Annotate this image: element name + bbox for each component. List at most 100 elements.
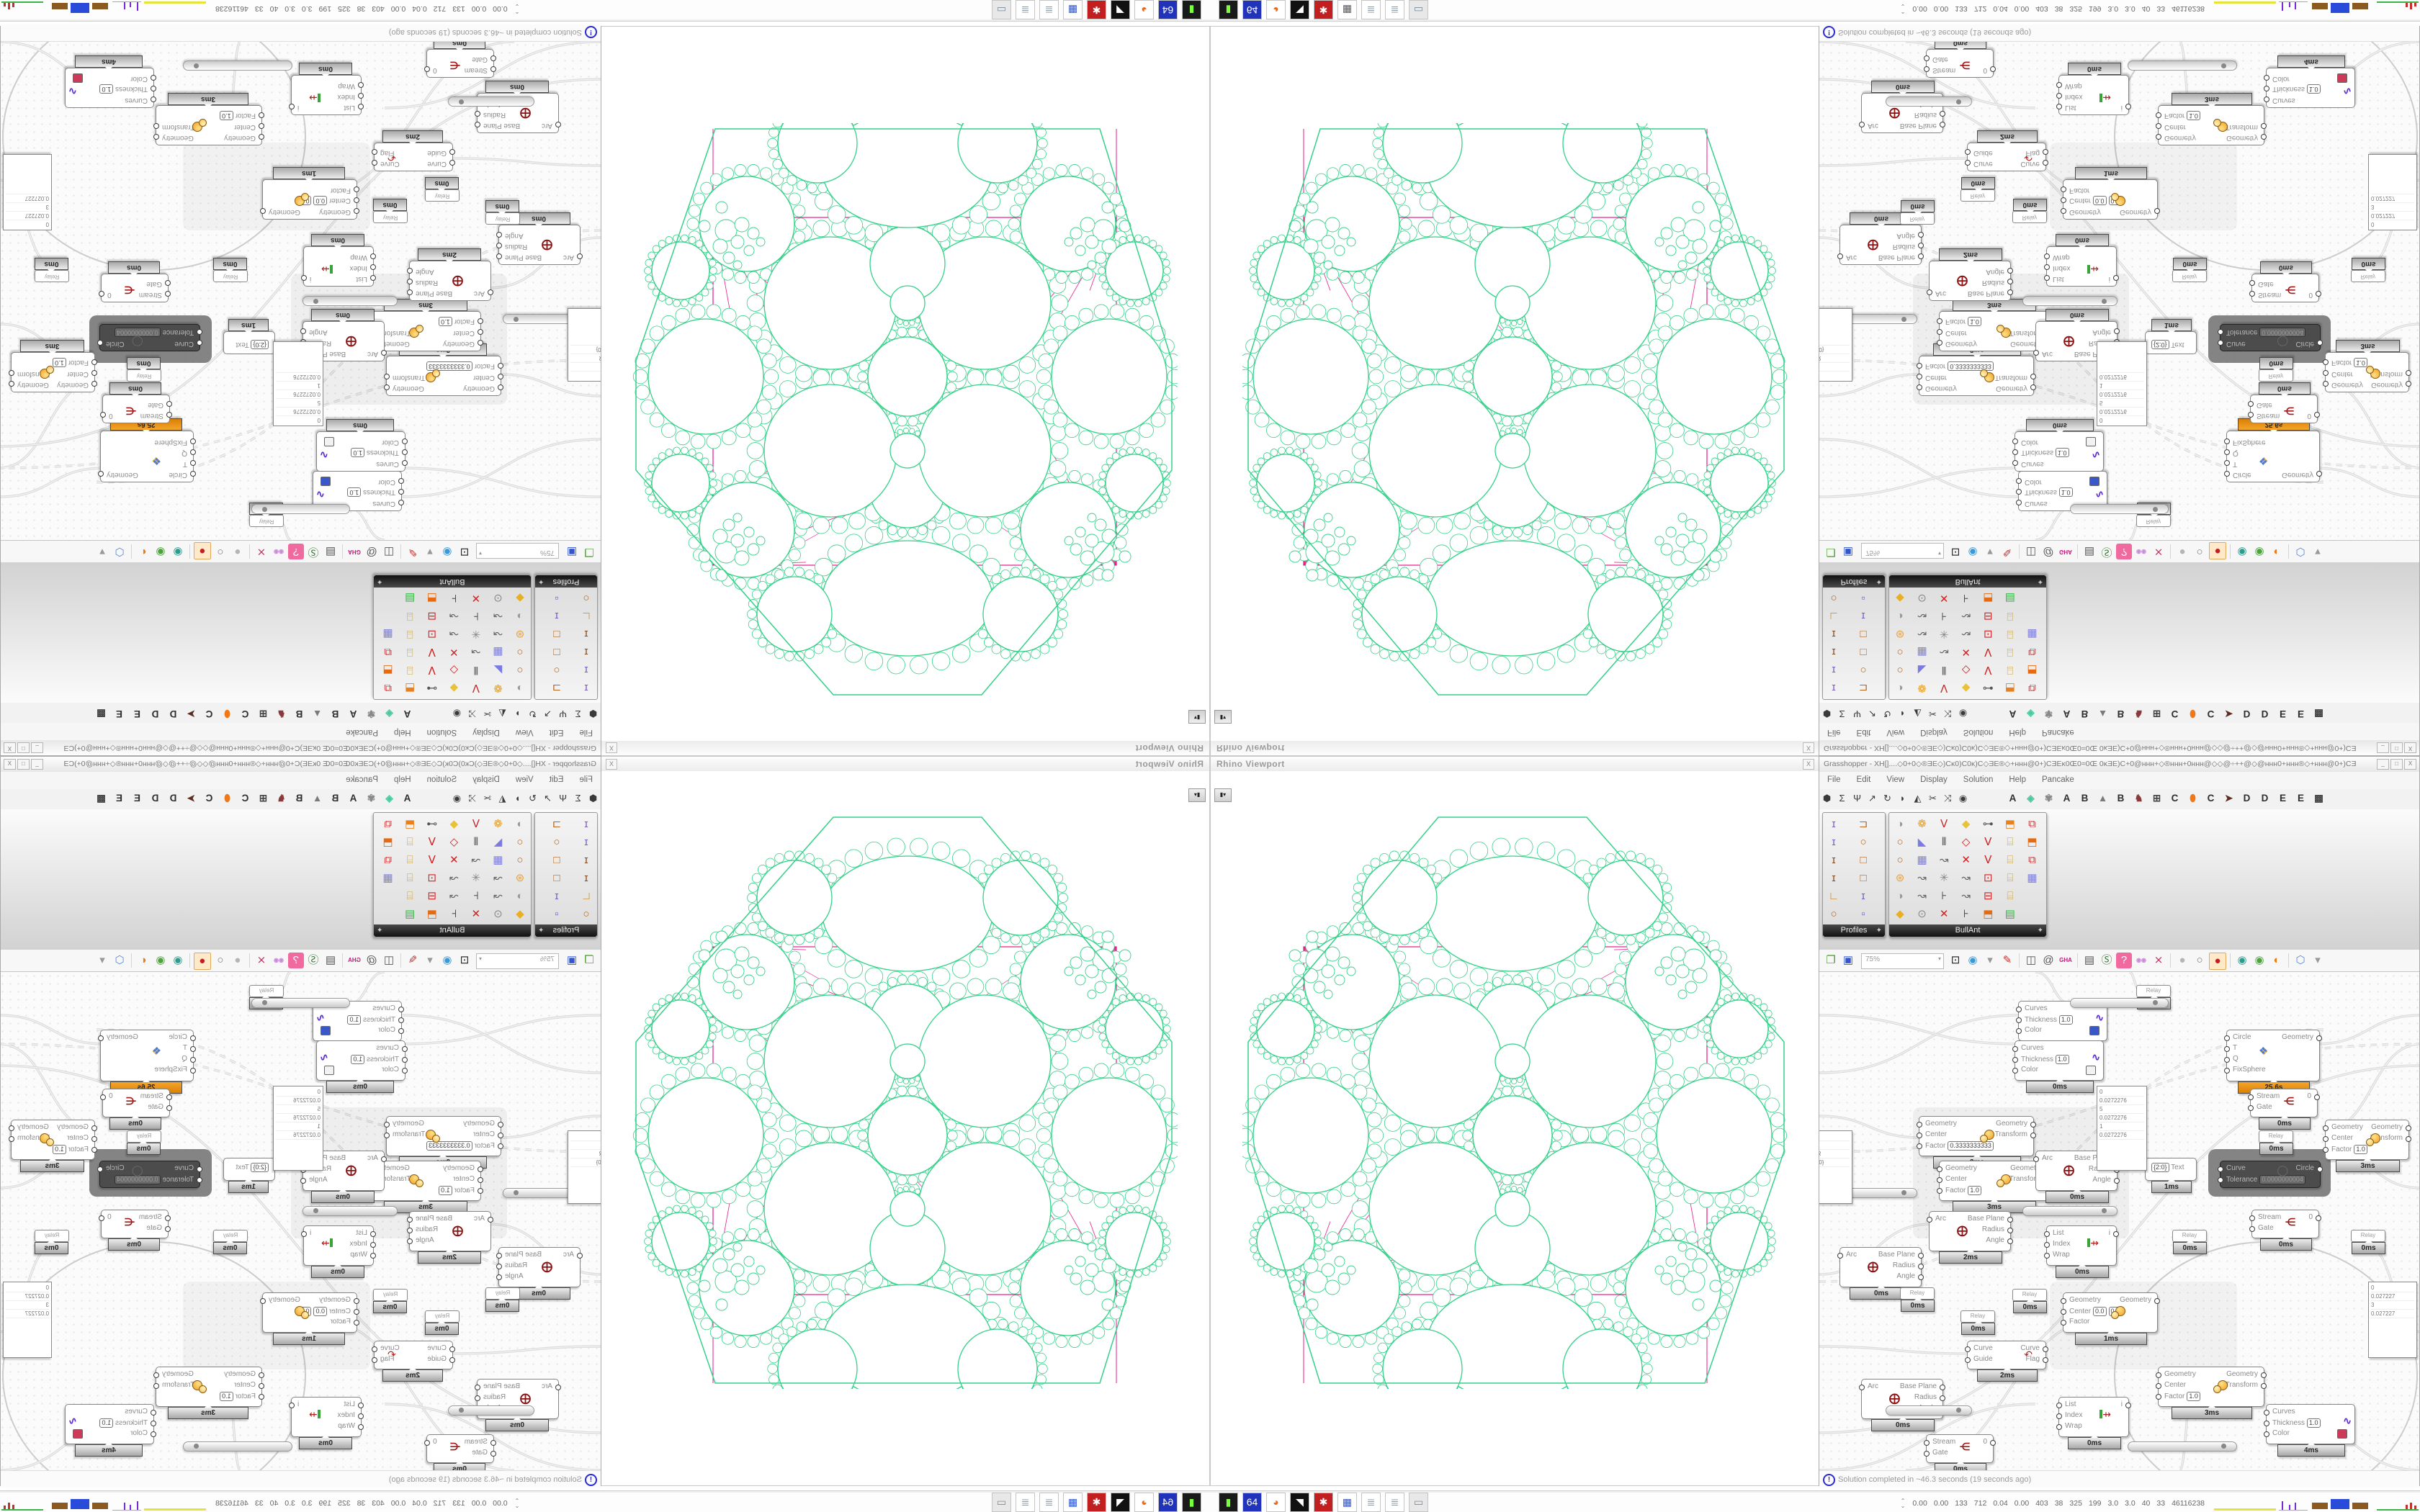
tab-plugin-12[interactable]: ➤ bbox=[2224, 708, 2233, 719]
component-icon[interactable]: ⌸ bbox=[2007, 836, 2014, 848]
component-icon[interactable]: ⬒ bbox=[1983, 908, 1994, 920]
component-icon[interactable]: ↝ bbox=[1961, 610, 1971, 622]
input-port[interactable] bbox=[488, 1217, 493, 1223]
input-port[interactable] bbox=[2012, 1046, 2018, 1052]
calculator-icon[interactable]: ▦ bbox=[1337, 1493, 1357, 1512]
tab-category-icon-7[interactable]: ✂ bbox=[1929, 708, 1937, 719]
component-icon[interactable]: ⧉ bbox=[2028, 682, 2036, 694]
output-port[interactable] bbox=[97, 1166, 103, 1172]
component-icon[interactable]: ⊦ bbox=[1963, 908, 1969, 920]
antivirus-icon[interactable]: ✱ bbox=[1314, 1493, 1333, 1512]
component-icon[interactable]: ⌸ bbox=[406, 628, 413, 640]
tab-plugin-2[interactable]: ✾ bbox=[367, 793, 376, 804]
preview-off-icon[interactable]: ● bbox=[2179, 546, 2186, 558]
floppy64-icon[interactable]: 64 bbox=[1158, 1493, 1178, 1512]
input-port[interactable] bbox=[2224, 1046, 2230, 1052]
color-swatch[interactable] bbox=[321, 1026, 331, 1035]
gh-component-flip[interactable]: Curve Guide Curve Flag ↶ 2ms bbox=[1965, 1341, 2048, 1382]
firefox-icon[interactable]: ◕ bbox=[1134, 0, 1154, 19]
input-port[interactable] bbox=[449, 1357, 455, 1363]
color-swatch[interactable] bbox=[2089, 1026, 2099, 1035]
rhino-viewport-titlebar[interactable]: Rhino Viewport X bbox=[601, 740, 1209, 755]
input-port[interactable] bbox=[2218, 340, 2223, 346]
component-icon[interactable]: ⫴ bbox=[473, 836, 479, 848]
input-port[interactable] bbox=[2044, 264, 2050, 270]
input-port[interactable] bbox=[2264, 96, 2269, 102]
component-icon[interactable]: ⊙ bbox=[1917, 592, 1927, 604]
input-port[interactable] bbox=[259, 112, 264, 118]
gh-component-gate[interactable]: Stream Gate 0 ⋲ 0ms bbox=[2249, 1210, 2321, 1251]
component-icon[interactable]: □ bbox=[553, 646, 560, 658]
input-port[interactable] bbox=[165, 1215, 171, 1221]
value-chip[interactable]: 1.0 bbox=[2354, 1145, 2367, 1154]
output-port[interactable] bbox=[475, 122, 480, 127]
preview-shaded-icon[interactable]: ● bbox=[2209, 953, 2226, 970]
tab-plugin-6[interactable]: B bbox=[2117, 708, 2125, 719]
component-icon[interactable]: ↝ bbox=[449, 628, 459, 640]
input-port[interactable] bbox=[354, 1309, 359, 1315]
number-slider[interactable] bbox=[1886, 1405, 1972, 1416]
close-icon[interactable]: X bbox=[4, 742, 16, 753]
panel-expand-icon[interactable]: ✦ bbox=[377, 927, 383, 935]
input-port[interactable] bbox=[449, 1346, 455, 1352]
color-swatch[interactable] bbox=[321, 477, 331, 486]
component-icon[interactable]: ▤ bbox=[2004, 592, 2015, 604]
component-icon[interactable]: ✕ bbox=[471, 592, 481, 604]
gh-component-text[interactable]: {2:0} Text 1ms bbox=[223, 1158, 275, 1193]
component-icon[interactable]: ◣ bbox=[493, 664, 503, 676]
menu-display[interactable]: Display bbox=[1920, 728, 1948, 737]
sketch-pencil-icon[interactable]: ✎ bbox=[408, 546, 418, 558]
input-port[interactable] bbox=[2056, 82, 2062, 88]
output-port[interactable] bbox=[2406, 370, 2411, 376]
input-port[interactable] bbox=[2016, 489, 2022, 495]
slider-grip[interactable] bbox=[459, 1408, 464, 1413]
component-icon[interactable]: ⊟ bbox=[1983, 610, 1993, 622]
gh-component-flip[interactable]: Curve Guide Curve Flag ↶ 2ms bbox=[372, 1341, 455, 1382]
output-port[interactable] bbox=[372, 160, 377, 166]
component-icon[interactable]: Ⅴ bbox=[1940, 682, 1948, 694]
input-port[interactable] bbox=[498, 1143, 503, 1149]
zoom-extents-icon[interactable]: ⊡ bbox=[1950, 546, 1960, 558]
input-port[interactable] bbox=[358, 1403, 364, 1408]
component-icon[interactable]: ↝ bbox=[1961, 628, 1971, 640]
component-icon[interactable]: ⊐ bbox=[1858, 682, 1868, 694]
menu-file[interactable]: File bbox=[579, 728, 593, 737]
zoom-extents-icon[interactable]: ⊡ bbox=[1950, 954, 1960, 966]
component-icon[interactable]: ∟ bbox=[1828, 610, 1839, 622]
input-port[interactable] bbox=[259, 123, 264, 129]
tab-plugin-5[interactable]: ▲ bbox=[312, 793, 323, 804]
input-port[interactable] bbox=[370, 264, 376, 270]
input-port[interactable] bbox=[2249, 280, 2255, 286]
slider-grip[interactable] bbox=[2221, 1444, 2226, 1449]
dropdown-caret-icon[interactable]: ▾ bbox=[427, 954, 433, 966]
tab-plugin-15[interactable]: E bbox=[2279, 708, 2286, 719]
tab-category-icon-1[interactable]: Σ bbox=[575, 708, 581, 719]
gh-component-fixsphere[interactable]: Circle T Q FixSphere Geometry ❖ 25.6s bbox=[98, 1030, 196, 1094]
component-icon[interactable]: Ⅴ bbox=[1984, 664, 1992, 676]
component-icon[interactable]: ⬒ bbox=[382, 836, 393, 848]
input-port[interactable] bbox=[166, 401, 172, 407]
tab-category-icon-6[interactable]: ◭ bbox=[498, 708, 506, 719]
tab-plugin-17[interactable]: ▩ bbox=[97, 708, 106, 719]
component-icon[interactable]: ⊟ bbox=[1983, 890, 1993, 902]
gh-component-gate[interactable]: Stream Gate 0 ⋲ 0ms bbox=[1924, 42, 1996, 78]
input-port[interactable] bbox=[498, 374, 503, 379]
calculator-icon[interactable]: ▦ bbox=[1063, 0, 1083, 19]
close-icon[interactable]: X bbox=[606, 759, 617, 770]
gh-component-list[interactable]: List Index Wrap i ⇸ 0ms bbox=[2044, 1225, 2119, 1278]
component-icon[interactable]: ⊟ bbox=[427, 890, 437, 902]
gh-component-list[interactable]: List Index Wrap i ⇸ 0ms bbox=[301, 234, 376, 287]
component-icon[interactable] bbox=[2023, 906, 2040, 923]
slider-grip[interactable] bbox=[262, 507, 267, 512]
input-port[interactable] bbox=[190, 1046, 196, 1052]
number-slider[interactable] bbox=[183, 1441, 292, 1452]
component-icon[interactable]: ○ bbox=[516, 664, 524, 676]
menu-display[interactable]: Display bbox=[472, 728, 500, 737]
gh-component-gate[interactable]: Stream Gate 0 ⋲ 0ms bbox=[424, 42, 496, 78]
input-port[interactable] bbox=[498, 1133, 503, 1138]
menu-pancake[interactable]: Pancake bbox=[346, 775, 378, 784]
input-port[interactable] bbox=[354, 1298, 359, 1304]
